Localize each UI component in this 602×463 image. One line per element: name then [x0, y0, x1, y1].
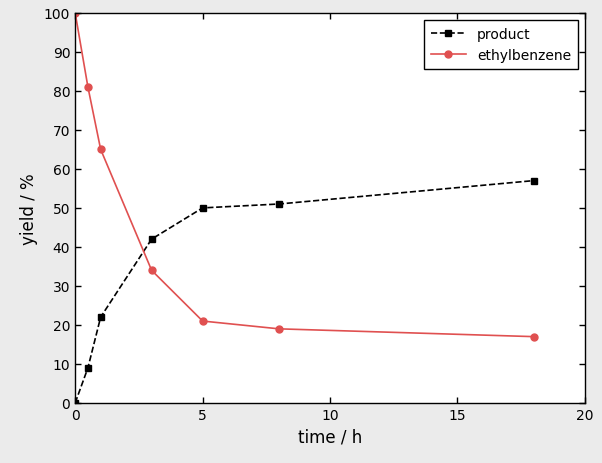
ethylbenzene: [72, 11, 79, 17]
ethylbenzene: [530, 334, 538, 340]
Line: product: product: [72, 178, 538, 407]
X-axis label: time / h: time / h: [298, 427, 362, 445]
ethylbenzene: [97, 147, 104, 153]
Line: ethylbenzene: ethylbenzene: [72, 10, 538, 340]
product: [276, 202, 283, 207]
product: [148, 237, 155, 242]
Legend: product, ethylbenzene: product, ethylbenzene: [424, 21, 578, 69]
product: [530, 178, 538, 184]
product: [72, 400, 79, 406]
ethylbenzene: [276, 326, 283, 332]
ethylbenzene: [199, 319, 206, 324]
product: [84, 365, 92, 371]
ethylbenzene: [84, 85, 92, 91]
Y-axis label: yield / %: yield / %: [20, 173, 39, 244]
product: [97, 315, 104, 320]
ethylbenzene: [148, 268, 155, 274]
product: [199, 206, 206, 211]
